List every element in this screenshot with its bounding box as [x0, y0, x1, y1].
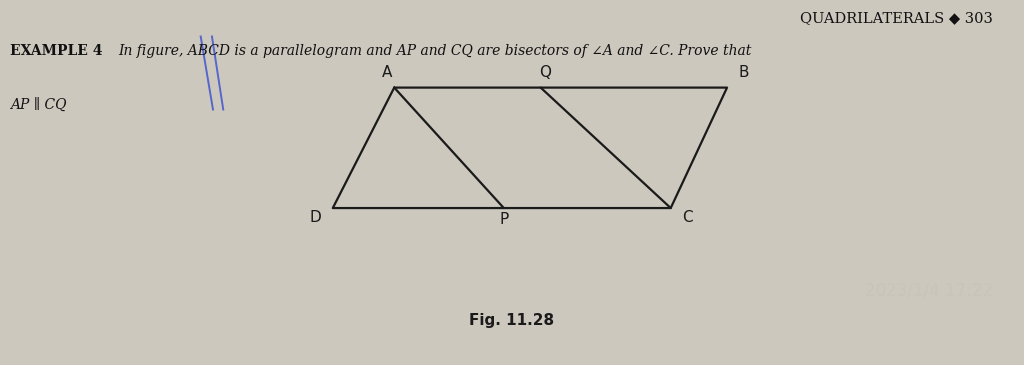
- Text: Q: Q: [540, 65, 551, 80]
- Text: AP ∥ CQ: AP ∥ CQ: [10, 99, 67, 113]
- Text: QUADRILATERALS ◆ 303: QUADRILATERALS ◆ 303: [801, 11, 993, 25]
- Text: A: A: [382, 65, 392, 80]
- Text: In figure, ABCD is a parallelogram and AP and CQ are bisectors of ∠A and ∠C. Pro: In figure, ABCD is a parallelogram and A…: [118, 44, 752, 58]
- Text: Fig. 11.28: Fig. 11.28: [469, 314, 555, 328]
- Text: D: D: [310, 211, 322, 226]
- Text: B: B: [738, 65, 749, 80]
- Text: C: C: [682, 211, 692, 226]
- Text: P: P: [499, 212, 509, 227]
- Text: EXAMPLE 4: EXAMPLE 4: [10, 44, 102, 58]
- Text: 2023/1/4 17:22: 2023/1/4 17:22: [865, 281, 993, 299]
